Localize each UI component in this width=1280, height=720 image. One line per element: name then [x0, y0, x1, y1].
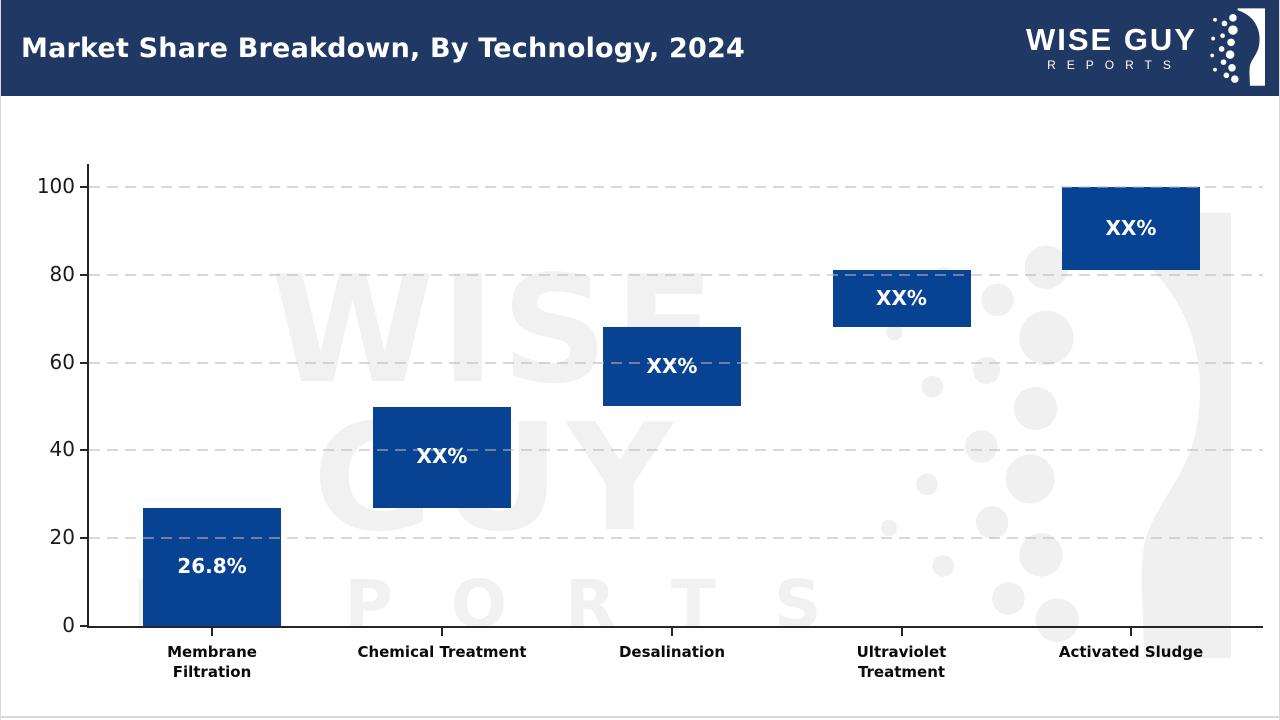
x-category-label-line: Activated Sludge [1058, 643, 1204, 661]
y-tick-mark [80, 361, 88, 364]
bar-value-label: XX% [876, 285, 927, 310]
x-tick-mark [900, 628, 903, 636]
x-category-label-line: Ultraviolet [856, 643, 947, 661]
y-tick-mark [80, 186, 88, 188]
y-tick-label: 80 [49, 261, 75, 286]
grid-line [89, 361, 1263, 364]
bar-value-label: XX% [416, 444, 468, 469]
bar [373, 406, 511, 509]
y-tick-label: 0 [62, 613, 75, 637]
x-tick-mark [441, 628, 443, 636]
y-tick-label: 100 [36, 174, 75, 198]
y-tick-label: 60 [49, 349, 75, 374]
x-category-label: Membrane Filtration [97, 642, 327, 682]
x-category-label-line: Desalination [618, 643, 726, 661]
header-band: Market Share Breakdown, By Technology, 2… [1, 0, 1279, 96]
x-tick-mark [211, 628, 213, 636]
bar-value-label: 26.8% [177, 554, 247, 579]
y-tick-mark [80, 273, 88, 276]
brand-name: WISE GUY [1025, 21, 1197, 57]
x-category-label-line: Membrane [167, 643, 257, 661]
y-axis-line [87, 164, 89, 628]
brand-subname: REPORTS [1047, 58, 1182, 73]
plot-area: WISE GUY REPORTS 02040608010026.8%Membra… [1, 96, 1279, 720]
x-tick-mark [1130, 628, 1132, 636]
footer-divider [1, 716, 1279, 718]
bar [143, 508, 281, 626]
y-tick-mark [80, 625, 88, 627]
y-tick-label: 20 [49, 525, 75, 550]
face-profile-icon [1210, 8, 1265, 86]
bar [603, 327, 741, 407]
grid-line [89, 273, 1263, 276]
x-category-label: Chemical Treatment [327, 642, 557, 662]
x-category-label-line: Chemical Treatment [357, 643, 527, 661]
grid-line [89, 449, 1263, 452]
y-tick-mark [80, 537, 88, 540]
y-tick-mark [80, 449, 88, 452]
x-tick-mark [671, 628, 673, 636]
x-category-label: Ultraviolet Treatment [787, 642, 1017, 682]
grid-line [89, 537, 1263, 540]
x-category-label-line: Treatment [857, 663, 946, 681]
bar-value-label: XX% [1105, 215, 1157, 240]
x-category-label: Desalination [557, 642, 787, 662]
bar-value-label: XX% [646, 353, 698, 378]
brand-logo: WISE GUY REPORTS [1026, 8, 1265, 88]
page-title: Market Share Breakdown, By Technology, 2… [21, 32, 746, 64]
y-tick-label: 40 [49, 437, 75, 462]
x-category-label-line: Filtration [172, 663, 252, 681]
x-axis-line [87, 626, 1263, 628]
grid-line [89, 186, 1263, 188]
brand-logo-text: WISE GUY REPORTS [1025, 21, 1197, 73]
x-category-label: Activated Sludge [1016, 642, 1246, 662]
